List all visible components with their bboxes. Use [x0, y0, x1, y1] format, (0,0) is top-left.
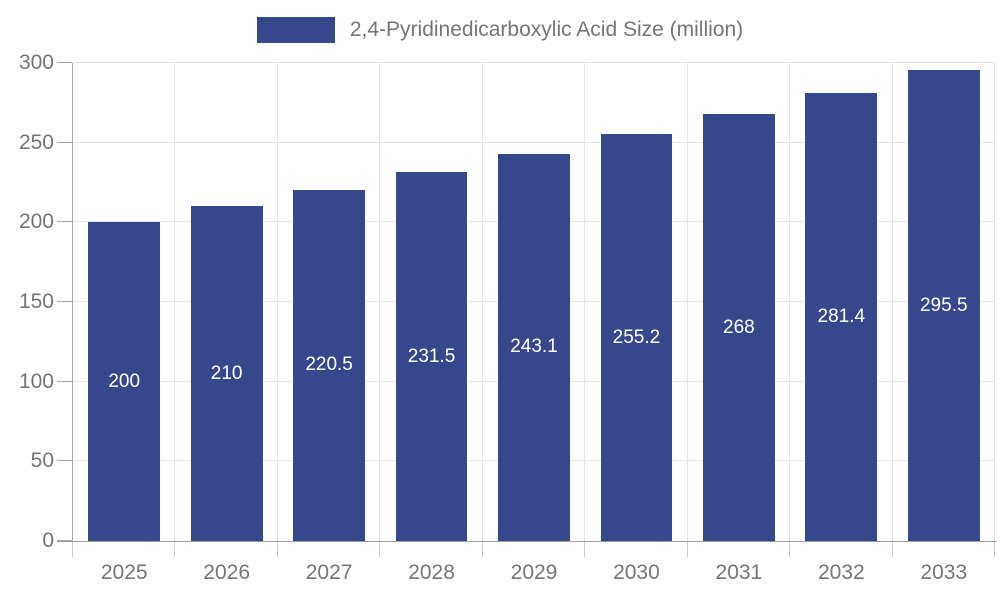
bar: 281.4: [805, 92, 878, 541]
x-tick-mark: [379, 542, 381, 557]
y-tick-mark: [57, 380, 72, 382]
bar-value-label: 243.1: [510, 336, 558, 358]
x-tick-label: 2025: [100, 561, 148, 584]
gridline-vertical: [481, 63, 483, 541]
y-tick-label: 250: [18, 130, 54, 154]
bar: 295.5: [907, 70, 980, 541]
y-tick-label: 200: [18, 210, 54, 234]
bar-value-label: 231.5: [407, 345, 456, 367]
gridline-horizontal: [73, 62, 995, 63]
y-tick-label: 50: [30, 449, 54, 473]
x-tick-label: 2027: [305, 561, 353, 584]
gridline-vertical: [584, 63, 586, 541]
plot-area: 200 210 220.5 231.5 243.1 255.2 268 281.4 295.5: [57, 62, 997, 557]
gridline-horizontal: [73, 141, 995, 143]
y-tick-label: 300: [18, 51, 54, 74]
bar-value-label: 255.2: [612, 326, 661, 348]
bar: 200: [88, 222, 161, 541]
x-tick-mark: [584, 542, 586, 557]
x-tick-label: 2028: [408, 561, 455, 584]
y-tick-mark: [57, 540, 72, 541]
bar: 243.1: [498, 153, 570, 541]
y-tick-mark: [57, 301, 72, 302]
bar-value-label: 200: [108, 370, 141, 392]
x-tick-mark: [174, 542, 176, 557]
y-tick-label: 150: [18, 290, 54, 313]
gridline-vertical: [891, 63, 893, 541]
y-tick-mark: [57, 460, 72, 462]
legend: 2,4-Pyridinedicarboxylic Acid Size (mill…: [0, 14, 1000, 46]
x-tick-label: 2029: [510, 561, 558, 584]
x-tick-label: 2026: [203, 561, 251, 584]
gridline-vertical: [789, 63, 791, 541]
y-tick-mark: [57, 62, 72, 63]
legend-swatch: [256, 17, 335, 43]
x-tick-label: 2030: [613, 561, 660, 584]
gridline-vertical: [994, 63, 995, 541]
gridline-vertical: [174, 63, 176, 541]
gridline-vertical: [686, 63, 688, 541]
y-tick-mark: [57, 221, 72, 223]
y-tick-label: 100: [18, 369, 54, 393]
bar-value-label: 268: [723, 316, 755, 338]
x-tick-mark: [686, 542, 688, 557]
x-tick-mark: [276, 542, 278, 557]
x-tick-mark: [994, 542, 995, 557]
x-axis-labels: 2025 2026 2027 2028 2029 2030 2031 2032 2033: [73, 560, 995, 588]
bar-value-label: 210: [210, 362, 243, 384]
bar: 210: [190, 206, 263, 541]
x-axis-line: [57, 541, 997, 542]
bar: 268: [703, 114, 775, 541]
x-tick-mark: [891, 542, 893, 557]
y-tick-label: 0: [42, 529, 54, 552]
bar-value-label: 220.5: [305, 354, 353, 376]
bar: 255.2: [600, 134, 673, 541]
y-axis-labels: 0 50 100 150 200 250 300: [0, 51, 54, 552]
bar-value-label: 281.4: [817, 305, 866, 327]
y-axis-line: [72, 63, 73, 557]
bar: 231.5: [395, 172, 468, 541]
bar: 220.5: [293, 189, 365, 541]
x-tick-mark: [72, 542, 73, 557]
bar-value-label: 295.5: [919, 294, 968, 316]
x-tick-mark: [481, 542, 483, 557]
x-tick-label: 2032: [817, 561, 865, 584]
gridline-vertical: [379, 63, 381, 541]
y-tick-mark: [57, 141, 72, 143]
x-tick-label: 2033: [920, 561, 968, 584]
x-tick-label: 2031: [715, 561, 763, 584]
x-tick-mark: [789, 542, 791, 557]
legend-label: 2,4-Pyridinedicarboxylic Acid Size (mill…: [349, 18, 744, 41]
gridline-vertical: [276, 63, 278, 541]
